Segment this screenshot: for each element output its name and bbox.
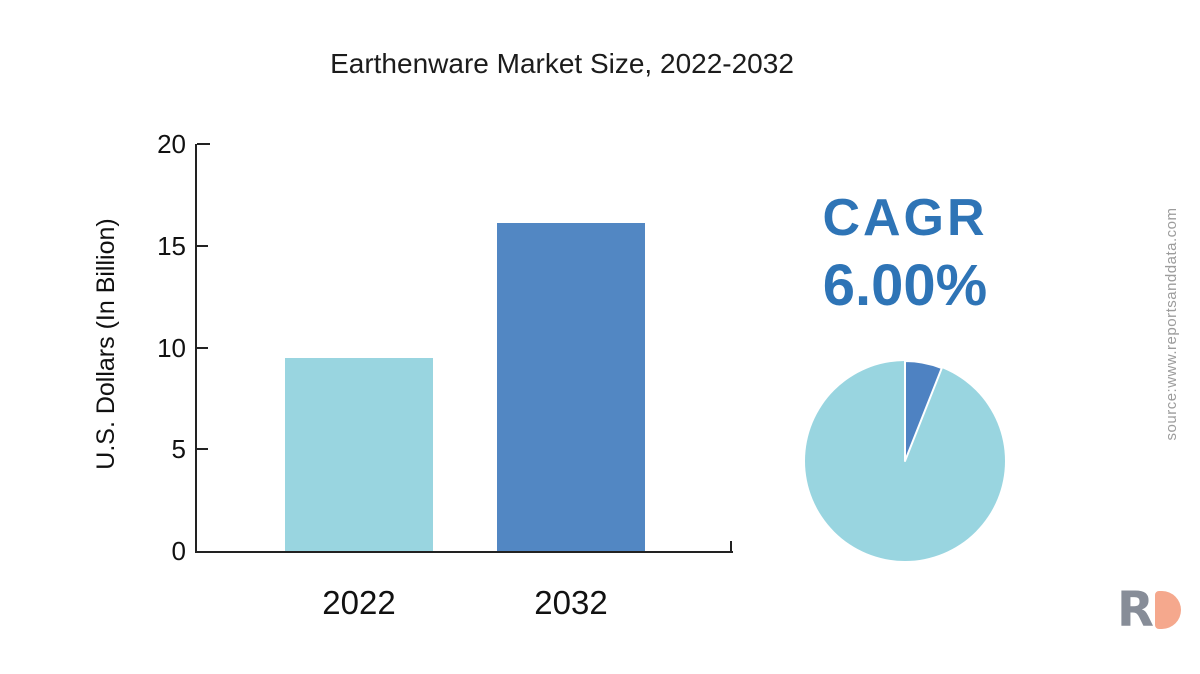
bar-2022 bbox=[285, 358, 433, 551]
y-axis-line bbox=[195, 144, 197, 553]
y-tick-5 bbox=[197, 448, 208, 451]
y-tick-label-5: 5 bbox=[171, 434, 186, 465]
x-axis-end-tick bbox=[730, 541, 732, 551]
y-tick-10 bbox=[197, 346, 208, 349]
y-tick-20 bbox=[197, 143, 210, 145]
y-tick-label-20: 20 bbox=[157, 129, 186, 159]
chart-title: Earthenware Market Size, 2022-2032 bbox=[330, 48, 794, 79]
logo-d-shape-icon bbox=[1154, 591, 1181, 629]
cagr-block: CAGR 6.00% bbox=[780, 190, 1030, 318]
cagr-label: CAGR bbox=[822, 189, 988, 247]
cagr-value: 6.00% bbox=[822, 253, 988, 318]
reports-and-data-logo: R bbox=[1117, 586, 1181, 634]
x-label-2022: 2022 bbox=[322, 584, 396, 621]
source-attribution: source:www.reportsanddata.com bbox=[1163, 207, 1180, 441]
y-axis-title: U.S. Dollars (In Billion) bbox=[92, 218, 120, 470]
y-tick-label-0: 0 bbox=[171, 536, 186, 566]
cagr-pie-chart bbox=[805, 360, 1005, 561]
bar-2032 bbox=[497, 223, 645, 551]
logo-letter-r: R bbox=[1117, 582, 1154, 638]
y-tick-label-10: 10 bbox=[157, 332, 186, 363]
pie-cagr-slice bbox=[904, 360, 943, 462]
x-label-2032: 2032 bbox=[534, 584, 608, 621]
y-tick-15 bbox=[197, 244, 208, 247]
y-tick-label-15: 15 bbox=[157, 230, 186, 261]
x-axis-line bbox=[195, 551, 733, 553]
